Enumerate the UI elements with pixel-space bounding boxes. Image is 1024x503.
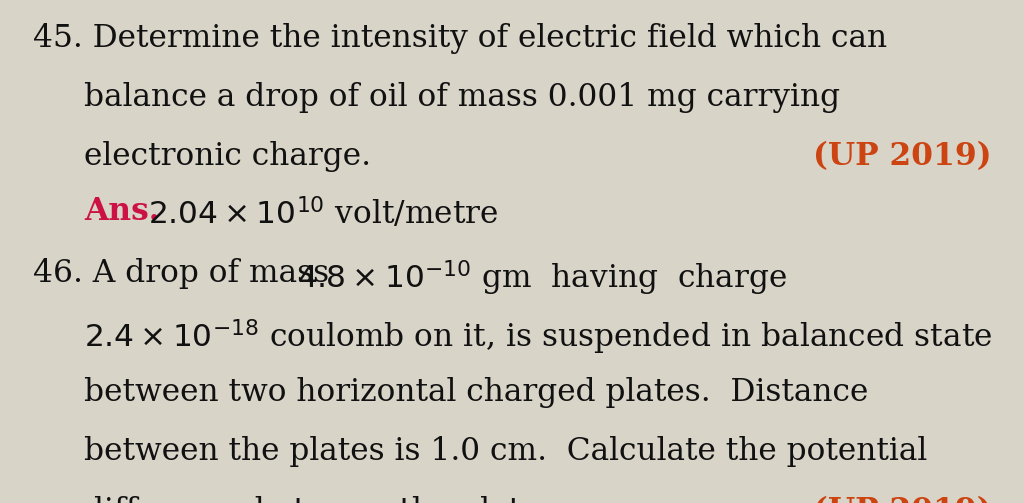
Text: between the plates is 1.0 cm.  Calculate the potential: between the plates is 1.0 cm. Calculate … [84,436,927,467]
Text: (UP 2019): (UP 2019) [813,495,991,503]
Text: balance a drop of oil of mass 0.001 mg carrying: balance a drop of oil of mass 0.001 mg c… [84,82,840,113]
Text: Ans.: Ans. [84,196,160,227]
Text: between two horizontal charged plates.  Distance: between two horizontal charged plates. D… [84,377,868,408]
Text: $2.4\times10^{-18}$ coulomb on it, is suspended in balanced state: $2.4\times10^{-18}$ coulomb on it, is su… [84,317,992,357]
Text: 46. A drop of mass: 46. A drop of mass [33,258,339,289]
Text: electronic charge.: electronic charge. [84,141,371,173]
Text: 45. Determine the intensity of electric field which can: 45. Determine the intensity of electric … [33,23,887,54]
Text: (UP 2019): (UP 2019) [813,141,991,173]
Text: $2.04\times10^{10}$ volt/metre: $2.04\times10^{10}$ volt/metre [148,196,499,231]
Text: difference between the plates.: difference between the plates. [84,495,565,503]
Text: $4.8\times10^{-10}$ gm  having  charge: $4.8\times10^{-10}$ gm having charge [297,258,787,298]
